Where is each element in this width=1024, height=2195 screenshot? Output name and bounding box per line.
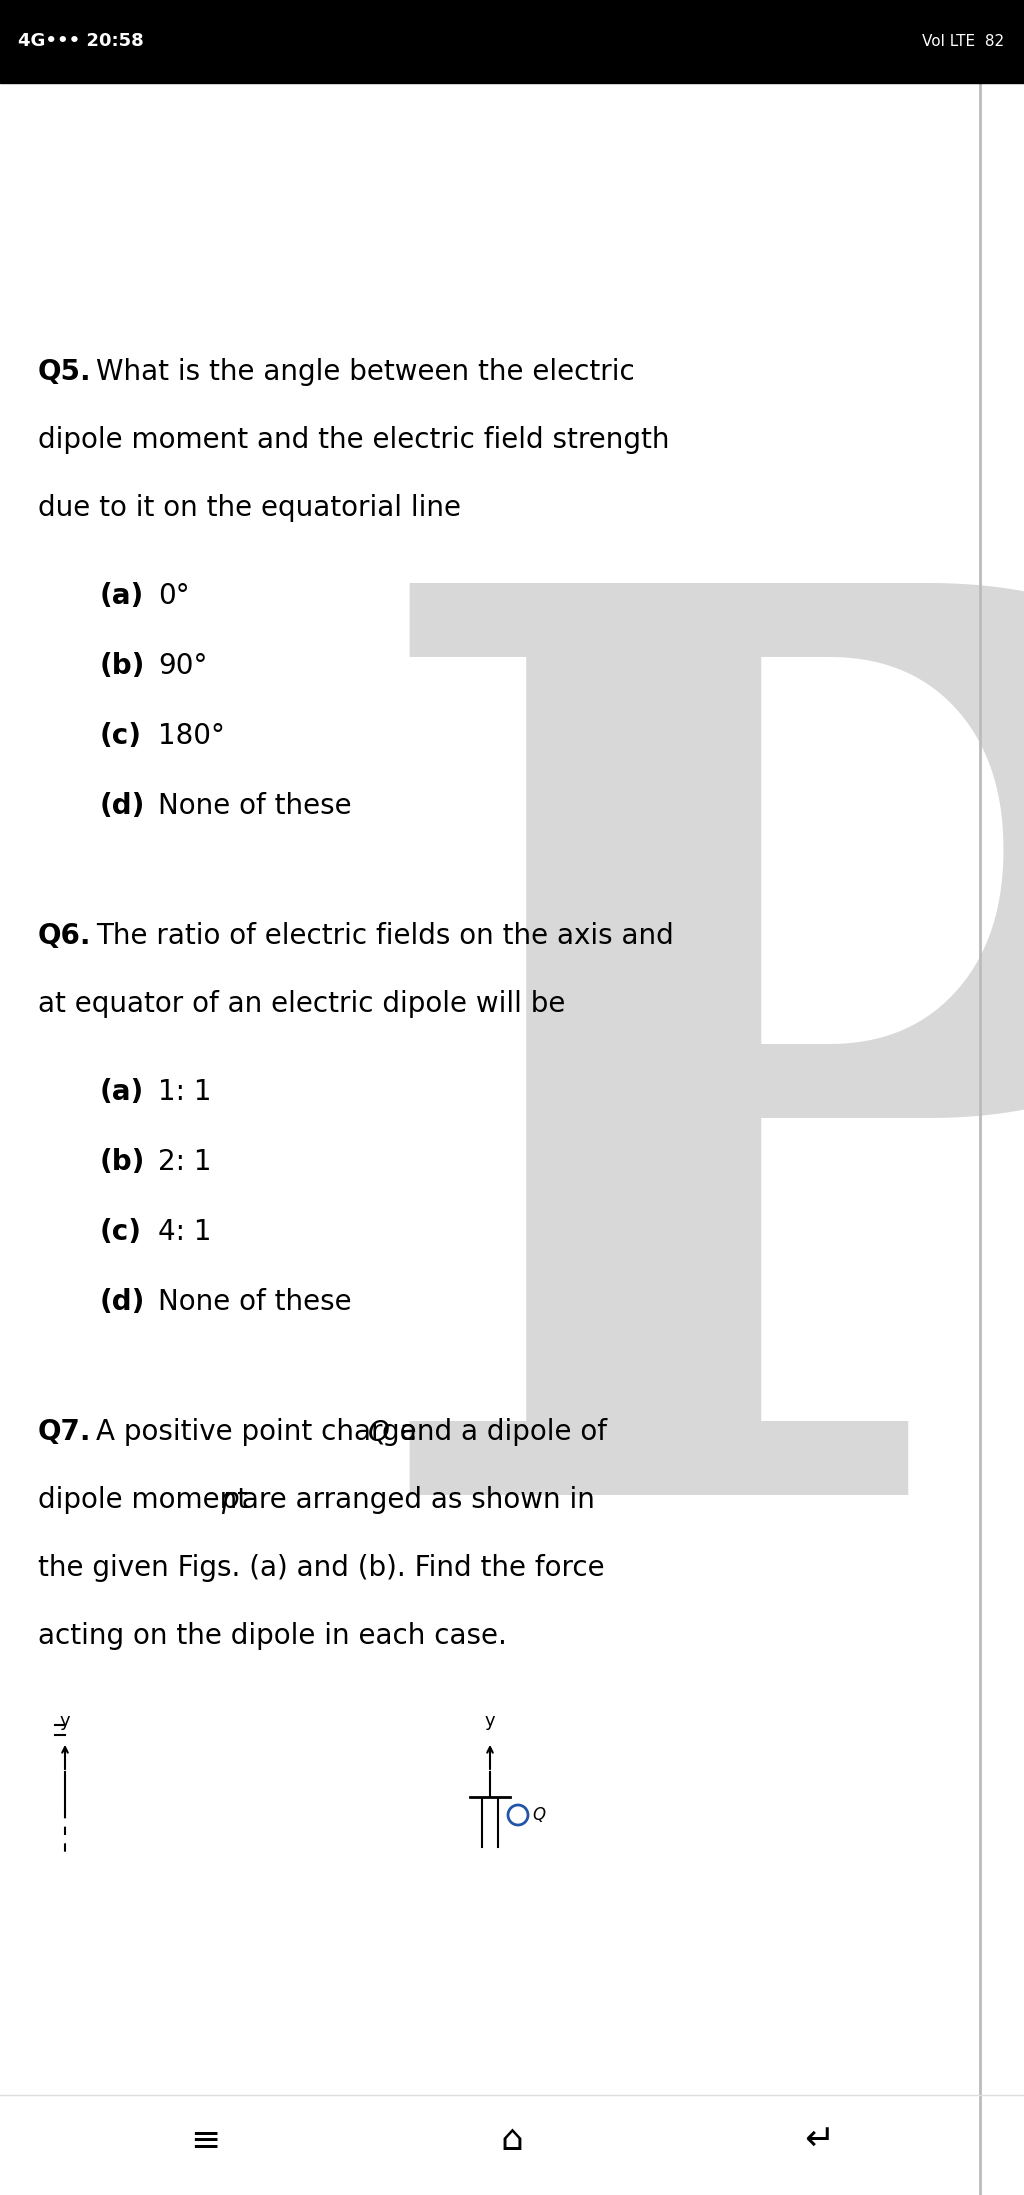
Text: P: P — [350, 544, 1024, 1756]
Text: (d): (d) — [100, 792, 145, 821]
Text: None of these: None of these — [158, 1288, 351, 1317]
Text: Q7.: Q7. — [38, 1418, 91, 1447]
Text: dipole moment: dipole moment — [38, 1486, 257, 1515]
Text: 2: 1: 2: 1 — [158, 1148, 212, 1177]
Text: ↵: ↵ — [804, 2123, 835, 2158]
Text: dipole moment and the electric field strength: dipole moment and the electric field str… — [38, 426, 670, 454]
Text: (d): (d) — [100, 1288, 145, 1317]
Text: the given Figs. (a) and (b). Find the force: the given Figs. (a) and (b). Find the fo… — [38, 1554, 604, 1583]
Text: and a dipole of: and a dipole of — [391, 1418, 607, 1447]
Text: Q: Q — [368, 1418, 390, 1447]
Text: (b): (b) — [100, 652, 145, 680]
Circle shape — [508, 1804, 528, 1824]
Text: are arranged as shown in: are arranged as shown in — [233, 1486, 595, 1515]
Text: acting on the dipole in each case.: acting on the dipole in each case. — [38, 1622, 507, 1651]
Text: 1: 1: 1: 1 — [158, 1078, 212, 1106]
Text: at equator of an electric dipole will be: at equator of an electric dipole will be — [38, 990, 565, 1018]
Text: 90°: 90° — [158, 652, 208, 680]
Text: 180°: 180° — [158, 722, 225, 751]
Text: (c): (c) — [100, 1218, 142, 1247]
Bar — [0, 0, 1024, 83]
Text: ⌂: ⌂ — [501, 2123, 523, 2158]
Text: p: p — [221, 1486, 239, 1515]
Text: y: y — [484, 1712, 496, 1730]
Text: Q5.: Q5. — [38, 358, 91, 386]
Text: (b): (b) — [100, 1148, 145, 1177]
Text: A positive point charge: A positive point charge — [96, 1418, 426, 1447]
Text: 0°: 0° — [158, 582, 189, 610]
Text: Vol LTE  82: Vol LTE 82 — [922, 33, 1004, 48]
Text: due to it on the equatorial line: due to it on the equatorial line — [38, 494, 461, 522]
Text: None of these: None of these — [158, 792, 351, 821]
Text: Q6.: Q6. — [38, 922, 91, 950]
Text: (c): (c) — [100, 722, 142, 751]
Text: ≡: ≡ — [189, 2123, 220, 2158]
Text: y: y — [59, 1712, 71, 1730]
Text: 4: 1: 4: 1 — [158, 1218, 212, 1247]
Text: What is the angle between the electric: What is the angle between the electric — [96, 358, 635, 386]
Text: 4G••• 20:58: 4G••• 20:58 — [18, 33, 143, 50]
Text: Q: Q — [532, 1806, 545, 1824]
Text: (a): (a) — [100, 582, 144, 610]
Text: (a): (a) — [100, 1078, 144, 1106]
Text: The ratio of electric fields on the axis and: The ratio of electric fields on the axis… — [96, 922, 674, 950]
